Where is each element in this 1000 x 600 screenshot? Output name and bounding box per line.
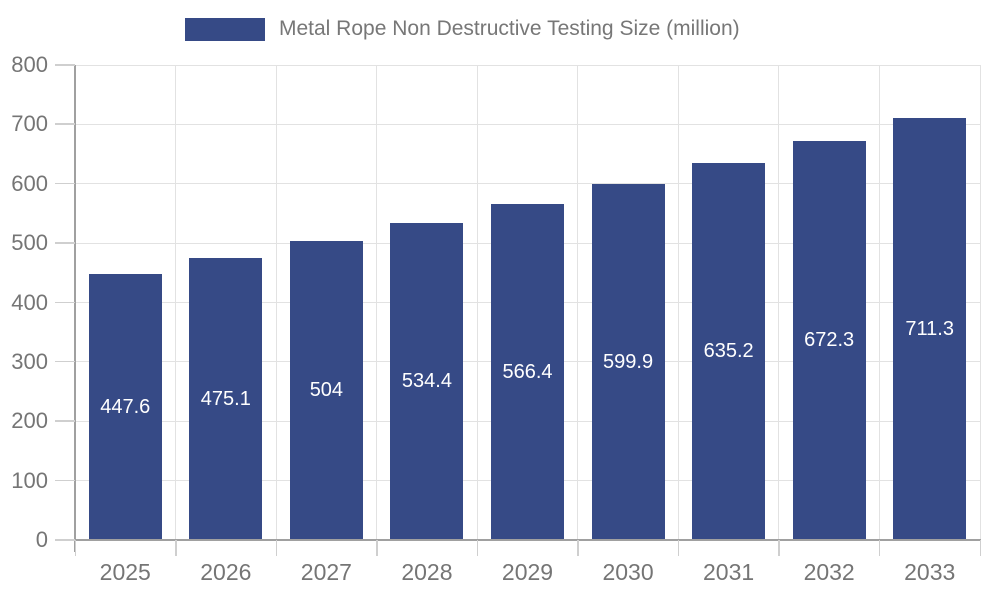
y-axis-tick bbox=[55, 123, 75, 125]
y-tick-label: 700 bbox=[11, 111, 48, 137]
bar-value-label: 447.6 bbox=[100, 396, 151, 419]
gridline-horizontal bbox=[75, 183, 980, 185]
bar-value-label: 599.9 bbox=[603, 350, 654, 373]
x-tick-label: 2029 bbox=[501, 559, 554, 585]
bar: 475.1 bbox=[189, 257, 263, 540]
bar: 504 bbox=[289, 240, 363, 540]
bar: 672.3 bbox=[792, 140, 866, 540]
bar: 534.4 bbox=[390, 222, 464, 540]
y-axis-tick bbox=[55, 539, 75, 541]
gridline-vertical bbox=[376, 65, 378, 540]
y-tick-label: 500 bbox=[11, 230, 48, 256]
y-axis-tick bbox=[55, 420, 75, 422]
x-tick-label: 2032 bbox=[803, 559, 855, 585]
x-axis-tick bbox=[677, 540, 680, 556]
y-tick-label: 400 bbox=[11, 289, 48, 315]
y-axis-tick bbox=[55, 64, 75, 66]
bar: 447.6 bbox=[88, 274, 162, 540]
x-tick-label: 2025 bbox=[99, 559, 151, 585]
x-axis-tick bbox=[577, 540, 579, 556]
bar-value-label: 711.3 bbox=[905, 317, 954, 340]
gridline-horizontal bbox=[75, 64, 980, 66]
gridline-vertical bbox=[175, 65, 177, 540]
gridline-horizontal bbox=[75, 123, 980, 125]
x-tick-label: 2026 bbox=[200, 559, 252, 585]
x-axis-tick bbox=[476, 540, 479, 556]
y-tick-label: 600 bbox=[11, 170, 48, 196]
x-axis-tick bbox=[979, 540, 981, 556]
y-axis-tick bbox=[55, 182, 75, 185]
x-axis-tick bbox=[778, 540, 780, 556]
x-axis-tick bbox=[74, 540, 76, 556]
y-tick-label: 100 bbox=[11, 467, 48, 493]
y-axis-tick bbox=[55, 301, 75, 303]
gridline-vertical bbox=[677, 65, 679, 540]
chart-legend[interactable]: Metal Rope Non Destructive Testing Size … bbox=[185, 17, 740, 41]
x-axis-tick bbox=[376, 540, 378, 556]
bar-value-label: 672.3 bbox=[804, 329, 855, 352]
plot-area: 447.6 475.1 504 534.4 566.4 599.9 635.2 672.3 71… bbox=[75, 64, 981, 540]
bar: 566.4 bbox=[491, 203, 564, 540]
y-tick-label: 200 bbox=[11, 408, 48, 434]
gridline-vertical bbox=[577, 65, 579, 540]
gridline-vertical bbox=[275, 65, 277, 540]
x-tick-label: 2028 bbox=[401, 559, 453, 585]
x-tick-label: 2031 bbox=[703, 559, 755, 585]
x-axis-line bbox=[74, 539, 981, 541]
bar-value-label: 534.4 bbox=[401, 370, 452, 393]
y-axis-tick bbox=[55, 479, 75, 482]
y-tick-label: 0 bbox=[35, 527, 48, 552]
bar-value-label: 475.1 bbox=[200, 387, 251, 410]
bar-value-label: 635.2 bbox=[703, 340, 754, 363]
x-axis-tick bbox=[175, 540, 177, 556]
x-axis-tick bbox=[878, 540, 881, 556]
bar: 635.2 bbox=[692, 162, 766, 540]
y-tick-label: 300 bbox=[11, 348, 48, 374]
bar: 599.9 bbox=[591, 183, 665, 540]
y-tick-label: 800 bbox=[11, 52, 48, 77]
y-axis-tick bbox=[55, 242, 75, 244]
y-axis-line bbox=[74, 65, 76, 552]
x-tick-label: 2030 bbox=[602, 559, 654, 585]
legend-label[interactable]: Metal Rope Non Destructive Testing Size … bbox=[279, 17, 740, 40]
bar-value-label: 504 bbox=[309, 379, 344, 402]
x-axis-tick bbox=[275, 540, 278, 556]
bar-value-label: 566.4 bbox=[502, 360, 553, 383]
gridline-vertical bbox=[979, 65, 981, 540]
bar: 711.3 bbox=[893, 117, 967, 540]
gridline-vertical bbox=[476, 65, 478, 540]
legend-swatch[interactable] bbox=[185, 17, 265, 41]
gridline-vertical bbox=[878, 65, 880, 540]
gridline-vertical bbox=[778, 65, 780, 540]
y-axis-tick bbox=[55, 360, 75, 363]
x-tick-label: 2033 bbox=[904, 559, 956, 585]
x-tick-label: 2027 bbox=[300, 559, 352, 585]
